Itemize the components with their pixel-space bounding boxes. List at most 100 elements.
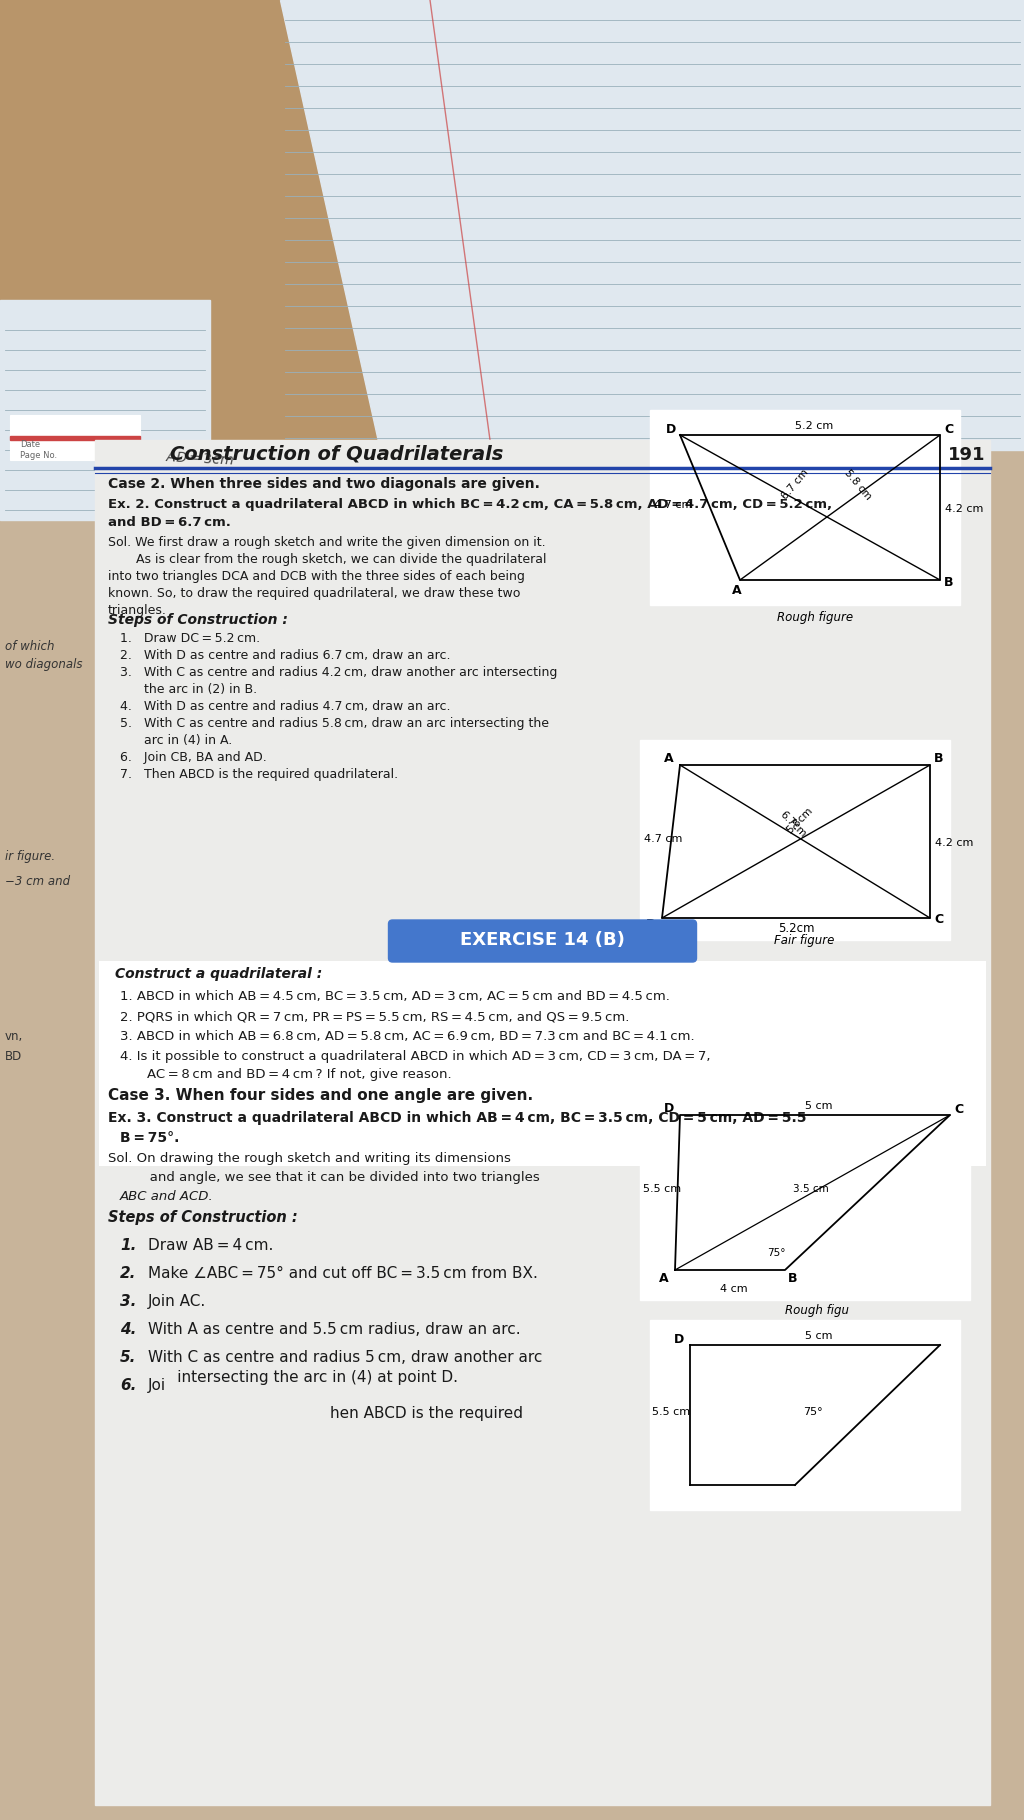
Text: Case 3. When four sides and one angle are given.: Case 3. When four sides and one angle ar… (108, 1088, 534, 1103)
Text: $AD=3cm$: $AD=3cm$ (165, 450, 234, 468)
Text: D: D (666, 422, 676, 437)
Text: and BD = 6.7 cm.: and BD = 6.7 cm. (108, 517, 230, 530)
Text: 6.7 cm: 6.7 cm (780, 468, 811, 502)
Text: 3.5 cm: 3.5 cm (793, 1185, 828, 1194)
Text: Sol. We first draw a rough sketch and write the given dimension on it.: Sol. We first draw a rough sketch and wr… (108, 537, 546, 550)
Text: B = 75°.: B = 75°. (120, 1130, 179, 1145)
Text: Page No.: Page No. (20, 451, 57, 460)
Text: 5.   With C as centre and radius 5.8 cm, draw an arc intersecting the: 5. With C as centre and radius 5.8 cm, d… (120, 717, 549, 730)
Text: of which: of which (5, 641, 54, 653)
Text: 75°: 75° (767, 1249, 785, 1258)
Text: 5.8 cm: 5.8 cm (842, 468, 872, 502)
Text: into two triangles DCA and DCB with the three sides of each being: into two triangles DCA and DCB with the … (108, 570, 525, 582)
Text: 4.: 4. (120, 1321, 136, 1338)
Text: 5 cm: 5 cm (805, 1101, 833, 1110)
Text: triangles.: triangles. (108, 604, 167, 617)
Text: intersecting the arc in (4) at point D.: intersecting the arc in (4) at point D. (148, 1370, 458, 1385)
Text: 2.: 2. (120, 1267, 136, 1281)
Text: Date: Date (20, 440, 40, 450)
Text: Sol. On drawing the rough sketch and writing its dimensions: Sol. On drawing the rough sketch and wri… (108, 1152, 511, 1165)
Text: 5.5 cm: 5.5 cm (652, 1407, 690, 1418)
Text: 6.   Join CB, BA and AD.: 6. Join CB, BA and AD. (120, 752, 266, 764)
Text: 4. Is it possible to construct a quadrilateral ABCD in which AD = 3 cm, CD = 3 c: 4. Is it possible to construct a quadril… (120, 1050, 711, 1063)
Bar (650, 1320, 961, 1511)
Bar (0, 300, 210, 521)
Text: 4.7 cm: 4.7 cm (654, 499, 692, 510)
Text: 2. PQRS in which QR = 7 cm, PR = PS = 5.5 cm, RS = 4.5 cm, and QS = 9.5 cm.: 2. PQRS in which QR = 7 cm, PR = PS = 5.… (120, 1010, 630, 1023)
Text: Steps of Construction :: Steps of Construction : (108, 1210, 298, 1225)
Text: 5.8cm: 5.8cm (785, 806, 815, 835)
Text: A: A (664, 752, 674, 764)
Text: D: D (646, 917, 656, 932)
Text: 3.: 3. (120, 1294, 136, 1309)
Text: With A as centre and 5.5 cm radius, draw an arc.: With A as centre and 5.5 cm radius, draw… (148, 1321, 520, 1338)
Bar (10, 415, 140, 460)
Text: wo diagonals: wo diagonals (5, 659, 83, 672)
Text: arc in (4) in A.: arc in (4) in A. (120, 733, 232, 746)
Bar (10, 437, 140, 440)
Text: Make ∠ABC = 75° and cut off BC = 3.5 cm from BX.: Make ∠ABC = 75° and cut off BC = 3.5 cm … (148, 1267, 538, 1281)
Text: Joi: Joi (148, 1378, 166, 1392)
Text: 3.   With C as centre and radius 4.2 cm, draw another arc intersecting: 3. With C as centre and radius 4.2 cm, d… (120, 666, 557, 679)
Text: C: C (944, 422, 953, 437)
Bar (650, 410, 961, 604)
Polygon shape (280, 0, 1024, 450)
Text: 5.2cm: 5.2cm (778, 923, 814, 935)
Text: 4.2 cm: 4.2 cm (935, 839, 974, 848)
Text: 1.: 1. (120, 1238, 136, 1252)
Text: Rough figu: Rough figu (785, 1303, 849, 1318)
Text: and angle, we see that it can be divided into two triangles: and angle, we see that it can be divided… (120, 1170, 540, 1185)
Text: 1. ABCD in which AB = 4.5 cm, BC = 3.5 cm, AD = 3 cm, AC = 5 cm and BD = 4.5 cm.: 1. ABCD in which AB = 4.5 cm, BC = 3.5 c… (120, 990, 670, 1003)
Text: the arc in (2) in B.: the arc in (2) in B. (120, 682, 257, 695)
Text: vn,: vn, (5, 1030, 24, 1043)
Text: Ex. 3. Construct a quadrilateral ABCD in which AB = 4 cm, BC = 3.5 cm, CD = 5 cm: Ex. 3. Construct a quadrilateral ABCD in… (108, 1110, 807, 1125)
Text: Construction of Quadrilaterals: Construction of Quadrilaterals (170, 446, 504, 464)
Bar (95, 440, 990, 1805)
Text: Draw AB = 4 cm.: Draw AB = 4 cm. (148, 1238, 273, 1252)
Text: C: C (934, 914, 943, 926)
Text: 5.: 5. (120, 1350, 136, 1365)
Text: 6.7cm: 6.7cm (778, 810, 808, 839)
Text: 3. ABCD in which AB = 6.8 cm, AD = 5.8 cm, AC = 6.9 cm, BD = 7.3 cm and BC = 4.1: 3. ABCD in which AB = 6.8 cm, AD = 5.8 c… (120, 1030, 694, 1043)
Text: 5.2 cm: 5.2 cm (795, 420, 834, 431)
Text: EXERCISE 14 (B): EXERCISE 14 (B) (460, 932, 625, 948)
Text: 75°: 75° (803, 1407, 822, 1418)
Text: ABC and ACD.: ABC and ACD. (120, 1190, 214, 1203)
Text: C: C (954, 1103, 964, 1116)
Text: 4 cm: 4 cm (720, 1283, 748, 1294)
Text: 191: 191 (948, 446, 985, 464)
Text: BD: BD (5, 1050, 23, 1063)
Text: D: D (674, 1332, 684, 1347)
Text: Construct a quadrilateral :: Construct a quadrilateral : (115, 966, 323, 981)
Text: Rough figure: Rough figure (777, 612, 853, 624)
Bar (0, 0, 1024, 440)
Text: 7.   Then ABCD is the required quadrilateral.: 7. Then ABCD is the required quadrilater… (120, 768, 398, 781)
Text: Join AC.: Join AC. (148, 1294, 206, 1309)
Text: Case 2. When three sides and two diagonals are given.: Case 2. When three sides and two diagona… (108, 477, 540, 491)
FancyBboxPatch shape (388, 919, 696, 963)
Text: Steps of Construction :: Steps of Construction : (108, 613, 288, 628)
Text: hen ABCD is the required: hen ABCD is the required (330, 1407, 523, 1421)
Text: Fair figure: Fair figure (774, 934, 835, 946)
Text: B: B (944, 575, 953, 590)
Text: ir figure.: ir figure. (5, 850, 55, 863)
Text: 5.5 cm: 5.5 cm (643, 1185, 681, 1194)
Text: With C as centre and radius 5 cm, draw another arc: With C as centre and radius 5 cm, draw a… (148, 1350, 543, 1365)
Text: 4.7 cm: 4.7 cm (644, 834, 682, 843)
Text: 4.2 cm: 4.2 cm (945, 504, 983, 515)
Bar (640, 741, 950, 939)
Text: A: A (659, 1272, 669, 1285)
Text: As is clear from the rough sketch, we can divide the quadrilateral: As is clear from the rough sketch, we ca… (108, 553, 547, 566)
Text: B: B (788, 1272, 798, 1285)
Text: 4.   With D as centre and radius 4.7 cm, draw an arc.: 4. With D as centre and radius 4.7 cm, d… (120, 701, 451, 713)
Text: 2.   With D as centre and radius 6.7 cm, draw an arc.: 2. With D as centre and radius 6.7 cm, d… (120, 650, 451, 662)
Text: 5 cm: 5 cm (805, 1330, 833, 1341)
Text: AC = 8 cm and BD = 4 cm ? If not, give reason.: AC = 8 cm and BD = 4 cm ? If not, give r… (130, 1068, 452, 1081)
Text: B: B (934, 752, 943, 764)
Text: 6.: 6. (120, 1378, 136, 1392)
Text: known. So, to draw the required quadrilateral, we draw these two: known. So, to draw the required quadrila… (108, 588, 520, 601)
Text: D: D (664, 1101, 674, 1116)
Bar (100, 963, 985, 1165)
Text: Ex. 2. Construct a quadrilateral ABCD in which BC = 4.2 cm, CA = 5.8 cm, AD = 4.: Ex. 2. Construct a quadrilateral ABCD in… (108, 499, 833, 511)
Bar (640, 1090, 970, 1299)
